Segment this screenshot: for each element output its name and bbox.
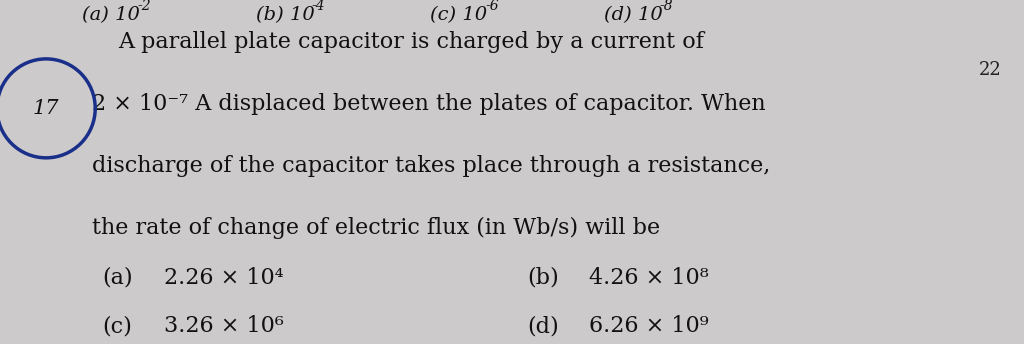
Text: (a): (a)	[102, 267, 133, 289]
Text: -4: -4	[311, 0, 325, 13]
Text: -2: -2	[137, 0, 151, 13]
Text: (a) 10: (a) 10	[82, 6, 140, 24]
Text: 3.26 × 10⁶: 3.26 × 10⁶	[164, 315, 284, 337]
Text: (d) 10: (d) 10	[604, 6, 663, 24]
Text: 2 × 10⁻⁷ A displaced between the plates of capacitor. When: 2 × 10⁻⁷ A displaced between the plates …	[92, 93, 766, 115]
Text: (d): (d)	[527, 315, 559, 337]
Text: the rate of change of electric flux (in Wb/s) will be: the rate of change of electric flux (in …	[92, 217, 660, 239]
Text: discharge of the capacitor takes place through a resistance,: discharge of the capacitor takes place t…	[92, 155, 770, 177]
Text: (c) 10: (c) 10	[430, 6, 487, 24]
Text: (b): (b)	[527, 267, 559, 289]
Text: 2.26 × 10⁴: 2.26 × 10⁴	[164, 267, 284, 289]
Text: 6.26 × 10⁹: 6.26 × 10⁹	[589, 315, 709, 337]
Text: -8: -8	[659, 0, 673, 13]
Text: 22: 22	[979, 61, 1001, 79]
Text: (b) 10: (b) 10	[256, 6, 314, 24]
Text: A parallel plate capacitor is charged by a current of: A parallel plate capacitor is charged by…	[118, 31, 703, 53]
Text: 4.26 × 10⁸: 4.26 × 10⁸	[589, 267, 709, 289]
Text: -6: -6	[485, 0, 499, 13]
Text: 17: 17	[33, 99, 59, 118]
Text: (c): (c)	[102, 315, 132, 337]
